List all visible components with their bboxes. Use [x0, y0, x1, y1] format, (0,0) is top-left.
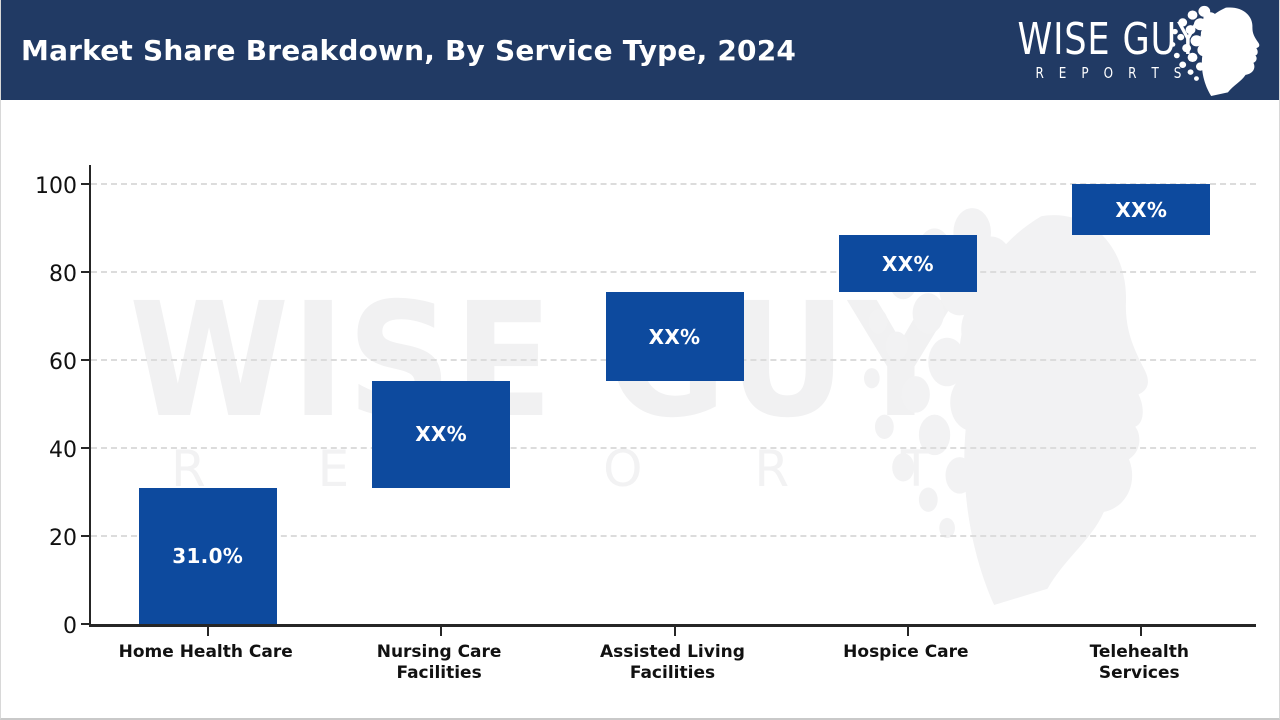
gridline [91, 271, 1256, 273]
y-tick-label: 0 [63, 613, 77, 639]
gridline [91, 183, 1256, 185]
x-category-label: Home Health Care [118, 642, 293, 662]
x-tick-mark [906, 627, 909, 636]
x-axis-labels: Home Health Care Nursing Care Facilities A… [89, 642, 1256, 683]
x-tick-mark [440, 627, 443, 636]
x-tick-mark [673, 627, 676, 636]
y-tick-label: 40 [49, 437, 77, 463]
bar-value-label: XX% [882, 251, 934, 276]
plot-area: 31.0% XX% XX% XX% XX% [81, 165, 1256, 636]
bar-value-label: XX% [1115, 197, 1168, 222]
x-tick-mark [206, 627, 209, 636]
watermark-subtitle: R E P O R T S [171, 440, 1124, 498]
x-category-label: Telehealth Services [1089, 642, 1189, 683]
logo-subtitle: R E P O R T S [1035, 64, 1187, 82]
x-category-label: Assisted Living Facilities [600, 642, 745, 683]
bar-segment: XX% [372, 381, 511, 488]
bar-value-label: 31.0% [172, 543, 244, 568]
y-tick-mark [81, 535, 90, 537]
logo-text: WISE GUY R E P O R T S [1017, 14, 1199, 83]
y-tick-label: 20 [49, 525, 77, 551]
bar-segment: 31.0% [138, 487, 277, 624]
wiseguy-logo: WISE GUY R E P O R T S [972, 0, 1275, 100]
bar-value-label: XX% [648, 324, 701, 349]
x-category-label: Hospice Care [843, 642, 969, 662]
y-axis-labels: 0 20 40 60 80 100 [1, 165, 77, 639]
y-tick-label: 80 [49, 261, 77, 287]
y-tick-mark [81, 183, 90, 185]
y-tick-mark [81, 623, 90, 625]
gridline [91, 535, 1256, 537]
y-tick-mark [81, 271, 90, 273]
bar-segment: XX% [838, 235, 977, 293]
logo-wordmark: WISE GUY [1017, 14, 1199, 65]
bar-segment: XX% [1072, 184, 1211, 236]
bar-segment: XX% [605, 292, 744, 382]
y-tick-label: 60 [49, 349, 77, 375]
watermark-wordmark: WISE GUY [129, 269, 956, 453]
x-category-label: Nursing Care Facilities [376, 642, 502, 683]
chart-body: WISE GUY R E P O R T S 0 20 40 60 80 100 31.0… [1, 100, 1279, 718]
y-tick-mark [81, 359, 90, 361]
bar-value-label: XX% [415, 422, 467, 447]
y-tick-mark [81, 447, 90, 449]
header-bar: Market Share Breakdown, By Service Type,… [1, 0, 1279, 100]
x-tick-mark [1140, 627, 1143, 636]
y-tick-label: 100 [35, 173, 77, 199]
page-title: Market Share Breakdown, By Service Type,… [21, 33, 797, 67]
gridline [91, 447, 1256, 449]
